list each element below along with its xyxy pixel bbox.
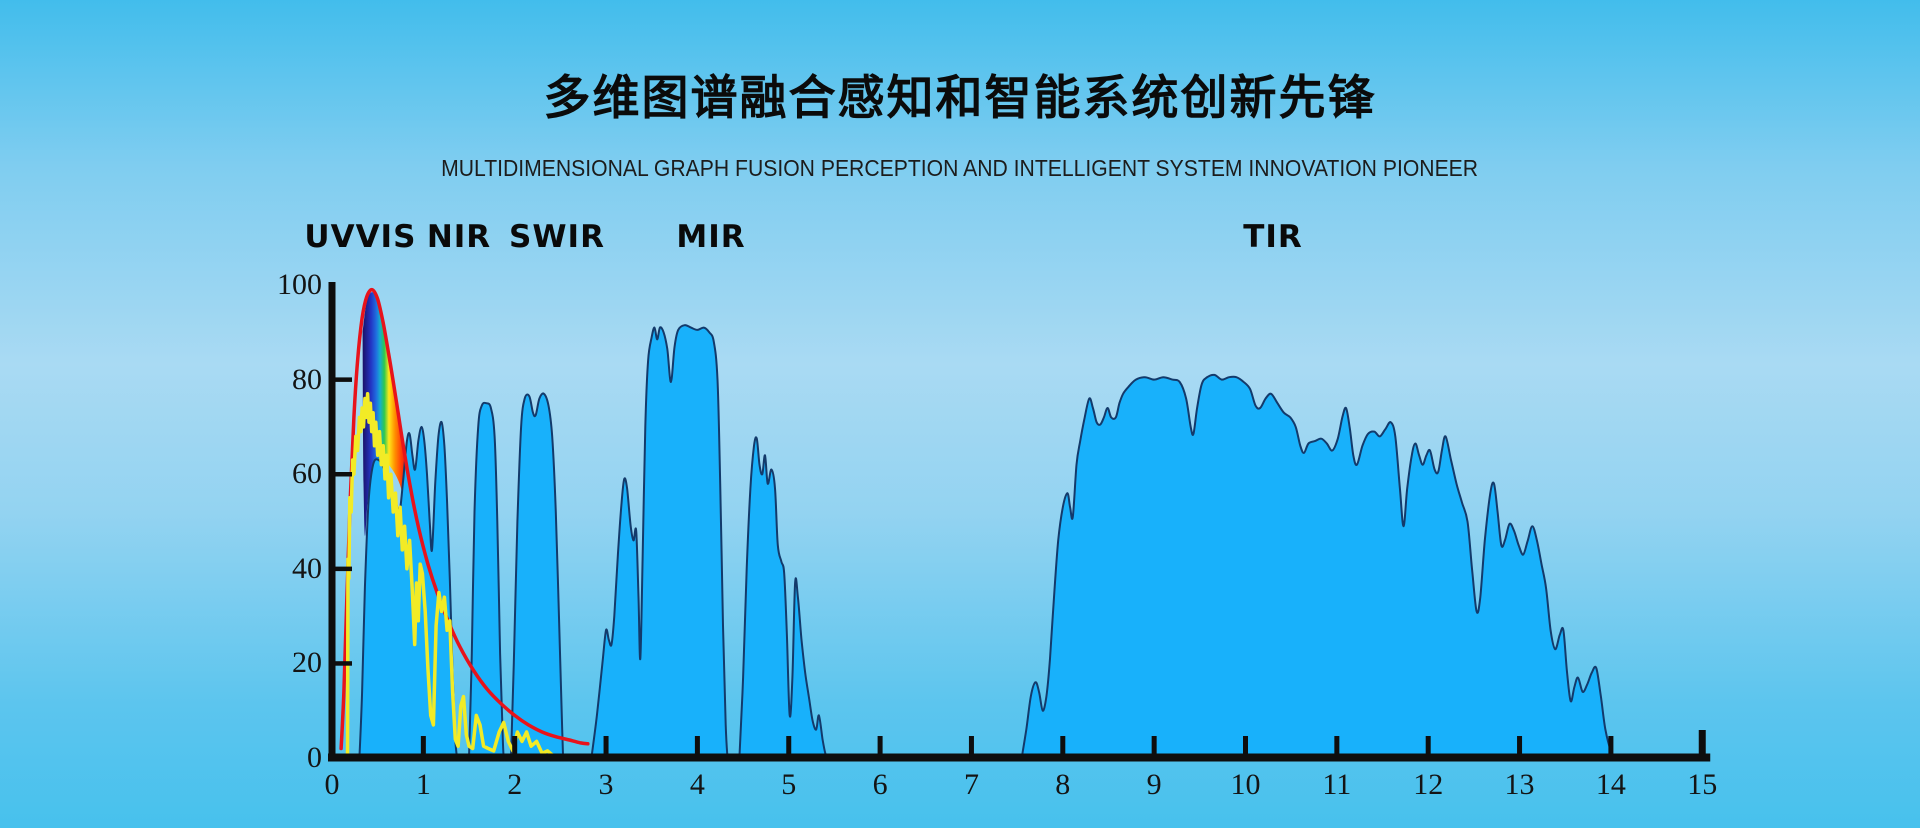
x-tick-label: 4 [689,768,705,801]
x-tick-label: 6 [872,768,888,801]
x-axis-tick [1608,736,1614,758]
transmission-window-region [738,436,829,759]
x-axis-tick [1060,736,1066,758]
y-axis-line [328,282,336,760]
y-tick-label: 0 [307,741,322,774]
solar-ground-spectrum-curve [345,392,555,759]
x-axis-tick [1334,736,1340,758]
x-axis-tick [512,736,518,758]
x-tick-label: 12 [1413,768,1444,801]
x-tick-label: 11 [1322,768,1352,801]
visible-spectrum-rainbow-shape [362,292,409,536]
y-tick-label: 100 [277,268,322,301]
x-tick-label: 1 [415,768,431,801]
x-axis-tick [603,736,609,758]
page-subtitle: MULTIDIMENSIONAL GRAPH FUSION PERCEPTION… [441,155,1479,181]
y-tick-label: 80 [292,362,322,396]
x-axis-tick [1517,736,1523,758]
x-axis-tick [420,736,426,758]
x-axis-tick [877,736,883,758]
transmission-window-region [590,324,729,759]
x-tick-label: 13 [1504,768,1535,801]
x-tick-label: 10 [1230,768,1261,801]
band-label-swir: SWIR [509,219,605,255]
x-tick-label: 7 [963,768,979,801]
band-label-vis: VIS [355,219,417,255]
page-title: 多维图谱融合感知和智能系统创新先锋 [543,71,1377,124]
x-axis-tick [1698,730,1706,758]
transmission-window-region [510,392,565,759]
y-axis-tick [335,566,352,572]
x-tick-label: 8 [1055,768,1071,801]
y-tick-label: 20 [292,646,322,680]
x-tick-label: 3 [598,768,614,801]
x-axis-tick [968,736,974,758]
y-axis-tick [335,661,352,666]
x-axis-tick [786,736,792,758]
transmission-window-region [1020,373,1617,759]
y-tick-label: 60 [292,457,322,491]
band-label-mir: MIR [676,219,746,255]
y-tick-label: 40 [292,551,322,585]
x-tick-label: 5 [781,768,797,801]
y-axis-tick [335,472,352,477]
page-subtitle-row: MULTIDIMENSIONAL GRAPH FUSION PERCEPTION… [0,155,1920,181]
x-axis-line [328,753,1711,762]
x-tick-label: 14 [1595,768,1626,801]
y-axis-tick [335,377,352,382]
x-axis-tick [1243,736,1248,758]
x-tick-label: 0 [324,768,340,801]
x-axis-tick [694,736,700,758]
solar-blackbody-curve [339,287,590,751]
x-axis-tick [1151,736,1157,758]
x-tick-label: 2 [507,768,523,801]
band-label-tir: TIR [1243,219,1303,255]
band-label-uv: UV [304,219,356,255]
transmission-window-region [358,420,459,759]
transmission-window-region [468,401,505,759]
x-tick-label: 9 [1146,768,1162,801]
band-label-nir: NIR [426,219,492,255]
x-tick-label: 15 [1687,768,1718,801]
x-axis-tick [1425,736,1431,758]
